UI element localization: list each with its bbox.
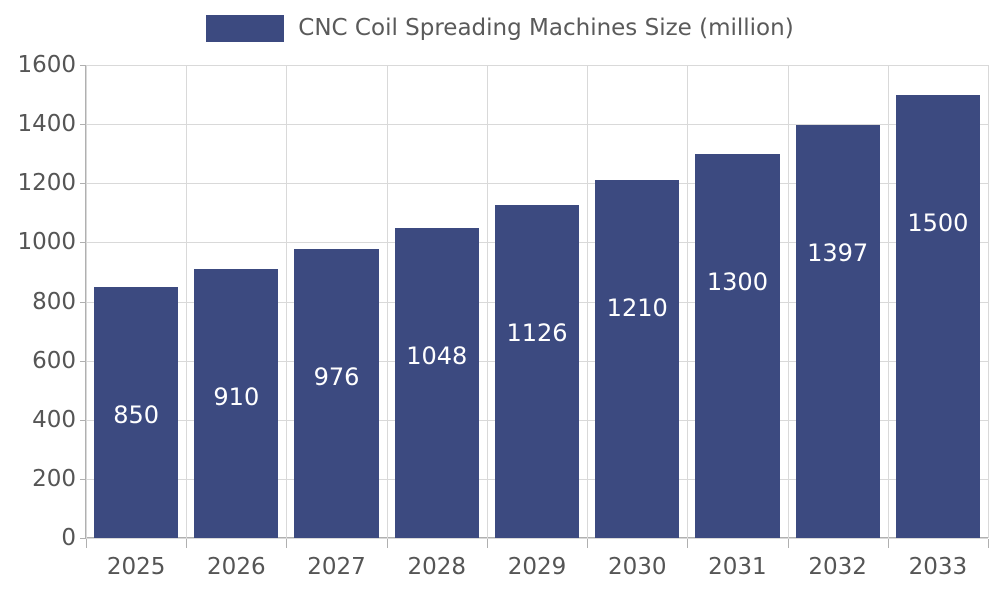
x-axis-tick-mark — [687, 539, 688, 548]
vertical-gridline — [888, 65, 889, 538]
x-axis-tick-label: 2025 — [106, 554, 166, 580]
x-axis-tick-label: 2033 — [908, 554, 968, 580]
y-axis-tick-mark — [80, 478, 86, 480]
bar[interactable]: 1126 — [494, 205, 580, 538]
x-axis-tick-mark — [487, 539, 488, 548]
x-axis-tick-mark — [788, 539, 789, 548]
x-axis-tick-mark — [286, 539, 287, 548]
x-axis-tick-label: 2029 — [507, 554, 567, 580]
x-axis-tick-label: 2026 — [207, 554, 266, 580]
x-axis-tick-mark — [387, 539, 388, 548]
y-axis-tick-mark — [80, 538, 86, 539]
legend-label: CNC Coil Spreading Machines Size (millio… — [298, 14, 794, 41]
y-axis-labels: 0 200 400 600 800 1000 1200 1400 1600 — [0, 0, 86, 600]
y-axis-tick-mark — [80, 301, 86, 303]
y-axis-tick-label: 200 — [32, 465, 76, 492]
vertical-gridline — [788, 65, 789, 538]
bar-value-label: 850 — [113, 400, 159, 429]
x-axis-tick-mark — [86, 539, 87, 548]
x-axis-tick-label: 2032 — [808, 554, 867, 580]
y-axis-tick-label: 1000 — [17, 229, 76, 256]
bar-value-label: 976 — [313, 363, 360, 392]
bar[interactable]: 1210 — [595, 180, 680, 538]
y-axis-tick-label: 1600 — [17, 52, 76, 78]
horizontal-gridline — [86, 538, 988, 539]
bar-value-label: 1500 — [907, 208, 969, 237]
bar-value-label: 910 — [213, 382, 260, 411]
vertical-gridline — [286, 65, 287, 538]
bar-value-label: 1126 — [506, 319, 568, 348]
plot-area: 850 910 976 1048 1126 1210 1300 1397 1500 — [86, 65, 989, 539]
y-axis-tick-label: 1400 — [17, 111, 76, 138]
bar-value-label: 1048 — [406, 342, 468, 371]
y-axis-tick-mark — [80, 360, 86, 362]
y-axis-tick-label: 600 — [32, 347, 76, 374]
vertical-gridline — [687, 65, 688, 538]
bar[interactable]: 910 — [194, 268, 279, 538]
x-axis-tick-label: 2030 — [607, 554, 667, 580]
bar[interactable]: 976 — [294, 249, 379, 538]
chart-legend: CNC Coil Spreading Machines Size (millio… — [0, 8, 1000, 48]
y-axis-tick-mark — [80, 124, 86, 126]
y-axis-tick-label: 0 — [61, 525, 76, 551]
vertical-gridline — [387, 65, 388, 538]
horizontal-gridline — [86, 124, 988, 126]
y-axis-tick-mark — [80, 65, 86, 66]
vertical-gridline — [587, 65, 588, 538]
y-axis-tick-label: 800 — [32, 288, 76, 315]
bar-value-label: 1300 — [706, 267, 768, 296]
horizontal-gridline — [86, 183, 988, 185]
x-axis-tick-label: 2028 — [407, 554, 467, 580]
horizontal-gridline — [86, 65, 988, 66]
legend-color-swatch — [206, 14, 285, 42]
vertical-gridline — [988, 65, 989, 538]
vertical-gridline — [186, 65, 187, 538]
x-axis-tick-label: 2031 — [708, 554, 767, 580]
y-axis-tick-label: 400 — [32, 406, 76, 433]
vertical-gridline — [86, 65, 87, 538]
y-axis-tick-mark — [80, 242, 86, 244]
bar[interactable]: 1500 — [895, 94, 980, 538]
x-axis-tick-mark — [587, 539, 588, 548]
x-axis-tick-label: 2027 — [307, 554, 366, 580]
bar[interactable]: 1300 — [695, 153, 780, 538]
bar[interactable]: 1397 — [795, 125, 880, 538]
x-axis-tick-mark — [888, 539, 889, 548]
y-axis-tick-mark — [80, 183, 86, 185]
bar[interactable]: 1048 — [394, 228, 479, 538]
vertical-gridline — [487, 65, 488, 538]
bar-value-label: 1397 — [807, 239, 869, 268]
y-axis-tick-label: 1200 — [17, 170, 76, 197]
bar-value-label: 1210 — [606, 294, 668, 323]
x-axis-tick-mark — [988, 539, 989, 548]
x-axis-tick-mark — [186, 539, 187, 548]
bar[interactable]: 850 — [94, 286, 179, 538]
y-axis-tick-mark — [80, 419, 86, 421]
